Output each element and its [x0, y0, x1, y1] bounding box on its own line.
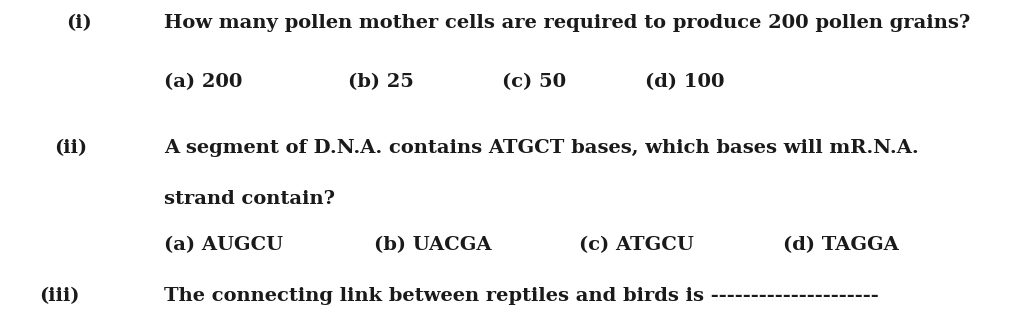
Text: (iii): (iii) — [39, 287, 80, 305]
Text: (b) 25: (b) 25 — [348, 73, 414, 91]
Text: strand contain?: strand contain? — [164, 190, 335, 208]
Text: The connecting link between reptiles and birds is ---------------------: The connecting link between reptiles and… — [164, 287, 879, 305]
Text: (c) 50: (c) 50 — [502, 73, 566, 91]
Text: (a) AUGCU: (a) AUGCU — [164, 236, 283, 254]
Text: (d) 100: (d) 100 — [645, 73, 725, 91]
Text: How many pollen mother cells are required to produce 200 pollen grains?: How many pollen mother cells are require… — [164, 14, 970, 32]
Text: A segment of D.N.A. contains ATGCT bases, which bases will mR.N.A.: A segment of D.N.A. contains ATGCT bases… — [164, 139, 919, 158]
Text: (a) 200: (a) 200 — [164, 73, 243, 91]
Text: (i): (i) — [67, 14, 92, 32]
Text: (d) TAGGA: (d) TAGGA — [783, 236, 899, 254]
Text: (c) ATGCU: (c) ATGCU — [579, 236, 693, 254]
Text: (b) UACGA: (b) UACGA — [374, 236, 492, 254]
Text: (ii): (ii) — [54, 139, 87, 158]
